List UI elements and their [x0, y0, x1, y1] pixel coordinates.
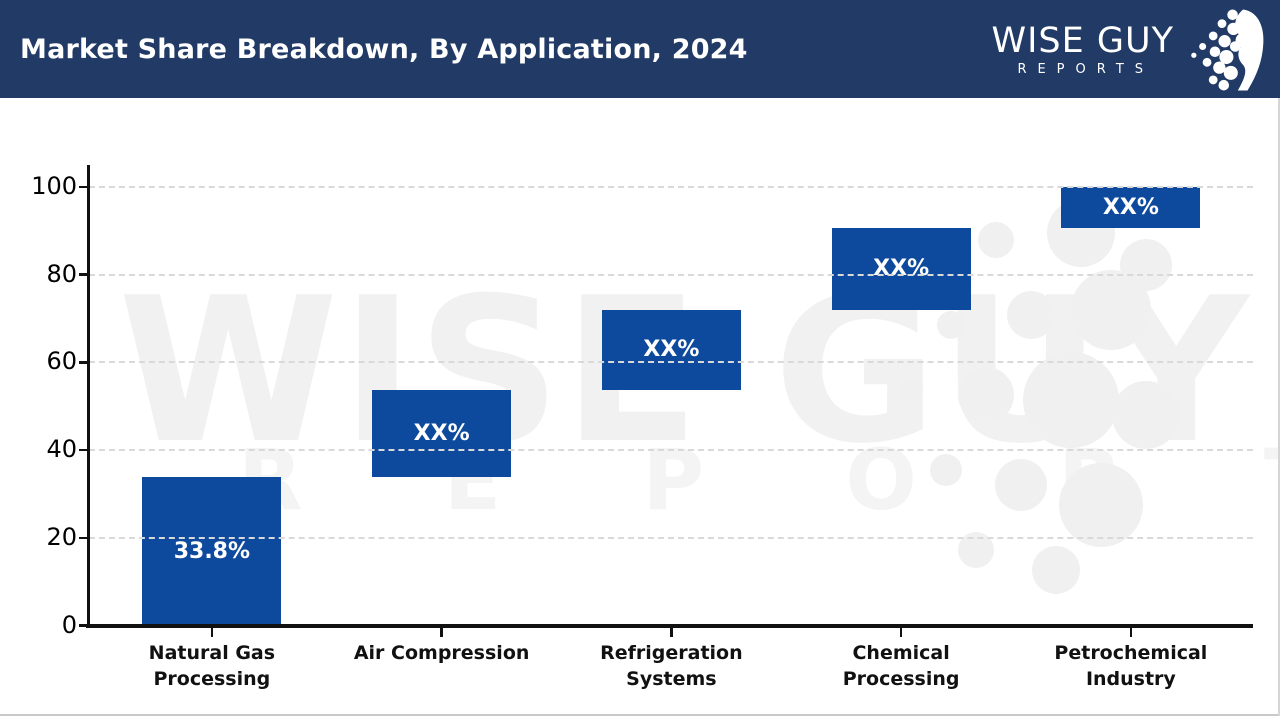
bar-value-label: XX% [1102, 194, 1159, 220]
x-tick-mark [899, 627, 903, 637]
watermark-head-icon [894, 199, 1180, 594]
logo-text: WISE GUY REPORTS [991, 23, 1174, 77]
header-bar: Market Share Breakdown, By Application, … [0, 0, 1280, 98]
y-tick-mark [79, 448, 88, 452]
page-bottom-border [0, 714, 1280, 716]
y-tick-mark [79, 361, 88, 364]
gridline-y20 [89, 536, 1253, 539]
gridline-y80 [89, 273, 1253, 276]
y-tick-label: 20 [46, 522, 77, 551]
y-axis [87, 165, 90, 627]
bar-chemical-processing: XX% [831, 227, 971, 310]
x-axis [86, 624, 1253, 628]
x-tick-label-petrochemical-industry: Petrochemical Industry [1054, 642, 1208, 690]
page-right-border [1278, 98, 1280, 716]
y-tick-mark [79, 273, 88, 276]
gridline-y40 [89, 449, 1253, 452]
bar-value-label: XX% [873, 256, 930, 282]
x-tick-mark [440, 627, 443, 637]
y-tick-label: 100 [31, 172, 77, 200]
x-tick-mark [210, 627, 214, 637]
bar-refrigeration-systems: XX% [601, 309, 741, 390]
logo-head-icon [1191, 9, 1264, 91]
gridline-y100 [89, 186, 1253, 188]
logo-subtext: REPORTS [1017, 61, 1155, 77]
y-tick-label: 0 [61, 610, 77, 639]
bar-value-label: 33.8% [173, 538, 251, 564]
x-tick-mark [1129, 627, 1133, 637]
x-tick-mark [670, 627, 673, 637]
bar-air-compression: XX% [372, 390, 512, 478]
gridline-y60 [89, 361, 1253, 364]
y-tick-label: 60 [46, 347, 77, 376]
bar-natural-gas-processing: 33.8% [142, 477, 282, 626]
bar-value-label: XX% [643, 337, 700, 363]
bar-petrochemical-industry: XX% [1061, 187, 1201, 228]
bar-value-label: XX% [413, 421, 470, 447]
wise-guy-logo: WISE GUY REPORTS [991, 6, 1266, 94]
y-tick-mark [79, 624, 88, 627]
x-tick-label-air-compression: Air Compression [353, 642, 530, 664]
y-tick-label: 80 [46, 259, 77, 288]
y-tick-mark [79, 536, 88, 540]
y-tick-label: 40 [46, 435, 77, 464]
logo-wordmark: WISE GUY [991, 21, 1174, 62]
x-tick-label-chemical-processing: Chemical Processing [842, 642, 960, 690]
page-title: Market Share Breakdown, By Application, … [20, 33, 748, 65]
y-tick-mark [79, 185, 88, 189]
x-tick-label-refrigeration-systems: Refrigeration Systems [600, 642, 743, 690]
x-tick-label-natural-gas-processing: Natural Gas Processing [148, 642, 276, 690]
